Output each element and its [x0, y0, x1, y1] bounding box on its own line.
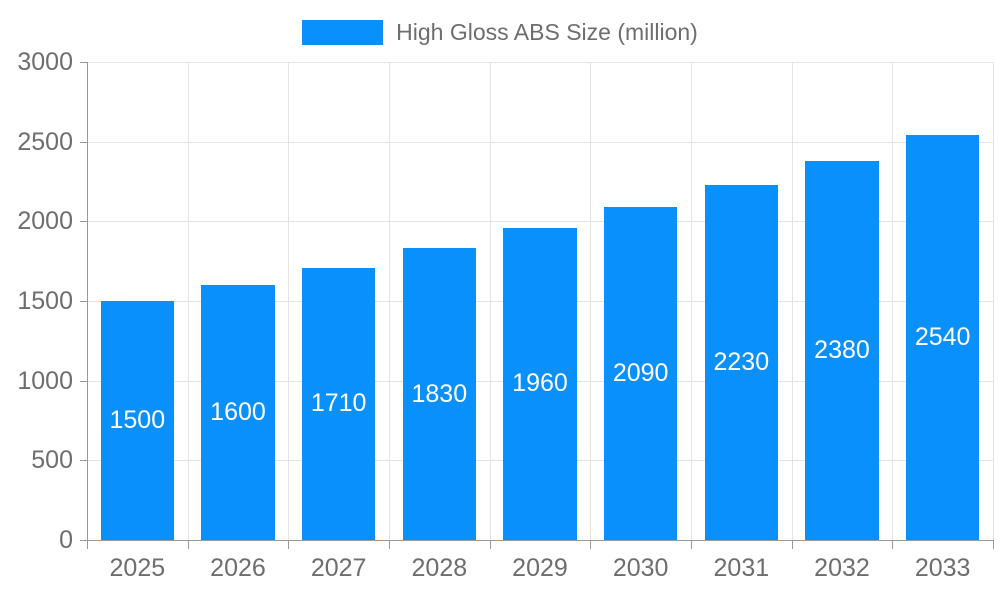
vertical-gridline — [288, 62, 289, 540]
bar[interactable]: 2540 — [905, 135, 980, 540]
bar-value-label: 2090 — [612, 359, 669, 387]
bar-value-label: 1600 — [210, 398, 266, 427]
bar[interactable]: 1830 — [402, 248, 477, 540]
legend-swatch — [302, 19, 384, 45]
x-axis-label: 2026 — [210, 554, 266, 582]
bar-value-label: 2380 — [814, 335, 870, 364]
y-axis-label: 1000 — [17, 366, 73, 395]
x-axis-tick — [87, 540, 88, 549]
bar[interactable]: 1500 — [100, 301, 175, 540]
y-axis-tick — [80, 540, 87, 541]
vertical-gridline — [590, 62, 591, 540]
x-axis-tick — [892, 540, 893, 549]
bar-value-label: 1710 — [310, 389, 367, 418]
vertical-gridline — [892, 62, 893, 540]
y-axis-tick — [80, 460, 87, 462]
x-axis-label: 2030 — [612, 554, 669, 582]
x-axis-tick — [288, 540, 289, 549]
x-axis-label: 2027 — [310, 554, 367, 582]
x-axis-tick — [691, 540, 692, 549]
y-axis-line — [87, 62, 88, 541]
bar-value-label: 2540 — [914, 323, 971, 352]
legend-label: High Gloss ABS Size (million) — [396, 18, 698, 45]
plot-area: 0 500 1000 1500 2000 2500 3000 1500 2025 1600 2026… — [17, 49, 994, 581]
y-axis-label: 1500 — [17, 287, 73, 315]
legend[interactable]: High Gloss ABS Size (million) — [0, 15, 1000, 49]
x-axis-label: 2031 — [713, 554, 770, 582]
x-axis-tick — [188, 540, 189, 549]
y-axis-tick — [80, 141, 87, 143]
x-axis-tick — [993, 540, 994, 549]
horizontal-gridline — [87, 141, 993, 143]
vertical-gridline — [188, 62, 189, 540]
bar[interactable]: 1710 — [301, 267, 376, 540]
y-axis-tick — [80, 221, 87, 223]
y-axis-tick — [80, 380, 87, 382]
x-axis-label: 2029 — [512, 554, 568, 582]
vertical-gridline — [691, 62, 692, 540]
vertical-gridline — [490, 62, 491, 540]
y-axis-label: 0 — [59, 526, 73, 554]
x-axis-label: 2028 — [411, 554, 468, 582]
bar[interactable]: 1960 — [503, 227, 577, 540]
bar-value-label: 1500 — [109, 406, 166, 434]
x-axis-label: 2032 — [814, 554, 870, 582]
bar[interactable]: 2090 — [603, 207, 678, 540]
bar-value-label: 1960 — [512, 369, 568, 398]
bar[interactable]: 2230 — [704, 184, 779, 540]
vertical-gridline — [993, 62, 994, 540]
y-axis-label: 3000 — [17, 48, 73, 76]
y-axis-label: 2000 — [17, 207, 73, 236]
x-axis-tick — [590, 540, 591, 549]
x-axis-tick — [792, 540, 793, 549]
horizontal-gridline — [87, 62, 993, 63]
x-axis-line — [87, 540, 993, 541]
bar[interactable]: 1600 — [201, 285, 275, 540]
bar[interactable]: 2380 — [805, 160, 879, 540]
x-axis-tick — [389, 540, 390, 549]
x-axis-label: 2025 — [109, 554, 166, 582]
x-axis-tick — [490, 540, 491, 549]
y-axis-tick — [80, 301, 87, 302]
x-axis-label: 2033 — [914, 554, 971, 582]
vertical-gridline — [792, 62, 793, 540]
bar-value-label: 1830 — [411, 379, 468, 408]
vertical-gridline — [389, 62, 390, 540]
y-axis-label: 500 — [31, 446, 73, 475]
bar-value-label: 2230 — [713, 347, 770, 376]
horizontal-gridline — [87, 221, 993, 223]
y-axis-label: 2500 — [17, 127, 73, 156]
y-axis-tick — [80, 62, 87, 63]
